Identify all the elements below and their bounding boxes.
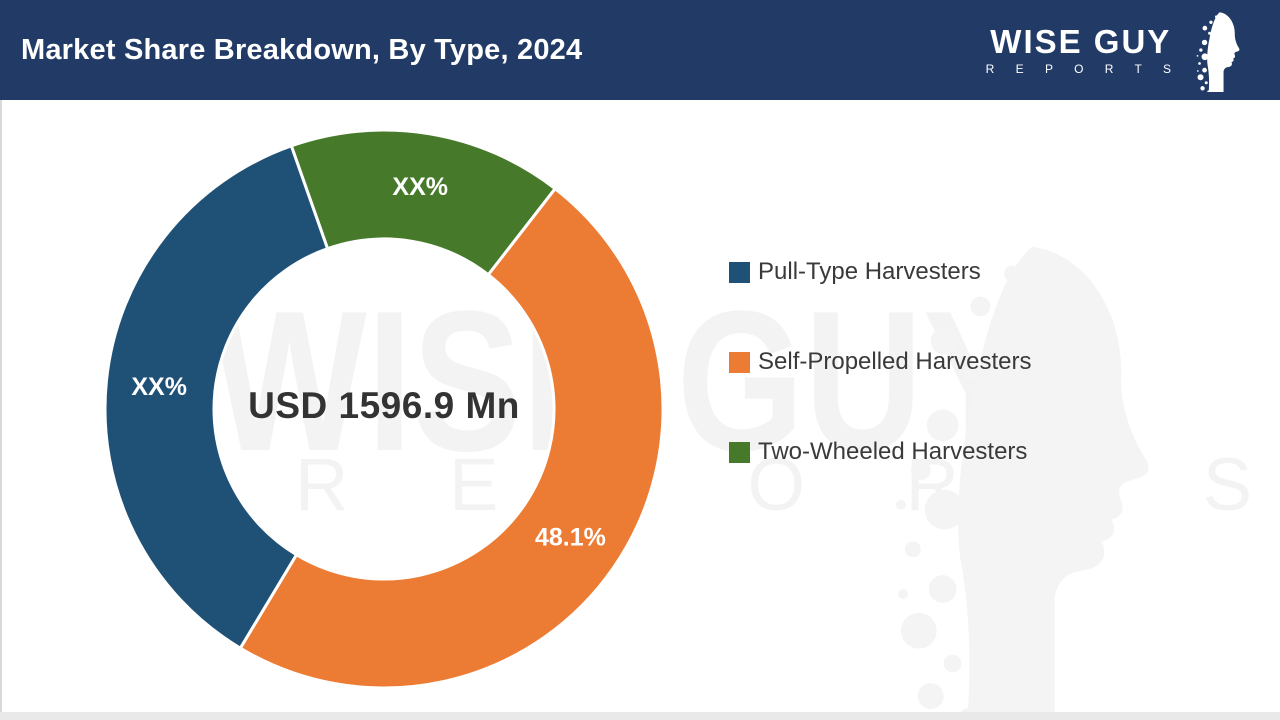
legend-label: Pull-Type Harvesters	[758, 257, 981, 285]
legend-swatch-icon	[729, 261, 750, 283]
header-bar: Market Share Breakdown, By Type, 2024 WI…	[0, 0, 1280, 100]
legend-swatch-icon	[729, 351, 750, 373]
logo-face-icon	[1196, 12, 1240, 92]
legend-item-self-propelled: Self-Propelled Harvesters	[729, 340, 1031, 384]
segment-value-label: 48.1%	[535, 524, 606, 552]
footer-bar	[0, 712, 1280, 720]
segment-value-label: XX%	[131, 373, 187, 401]
legend-item-pull-type: Pull-Type Harvesters	[729, 250, 1031, 294]
legend-item-two-wheeled: Two-Wheeled Harvesters	[729, 430, 1031, 474]
donut-segment-1	[238, 187, 665, 690]
logo-subtitle: R E P O R T S	[985, 61, 1180, 76]
legend-label: Two-Wheeled Harvesters	[758, 437, 1028, 465]
page-title: Market Share Breakdown, By Type, 2024	[21, 33, 583, 66]
logo-text: WISE GUY R E P O R T S	[982, 25, 1180, 76]
donut-center-value: USD 1596.9 Mn	[248, 385, 520, 426]
wise-guy-reports-logo: WISE GUY R E P O R T S	[982, 8, 1280, 92]
logo-wordmark: WISE GUY	[990, 22, 1172, 60]
segment-value-label: XX%	[392, 173, 448, 201]
legend-label: Self-Propelled Harvesters	[758, 347, 1032, 375]
donut-segment-0	[103, 144, 330, 650]
left-edge-line	[0, 100, 2, 712]
chart-legend: Pull-Type Harvesters Self-Propelled Harv…	[729, 250, 1031, 520]
donut-segment-2	[289, 128, 557, 277]
legend-swatch-icon	[729, 441, 750, 463]
donut-chart: XX% 48.1% XX%	[103, 128, 665, 690]
